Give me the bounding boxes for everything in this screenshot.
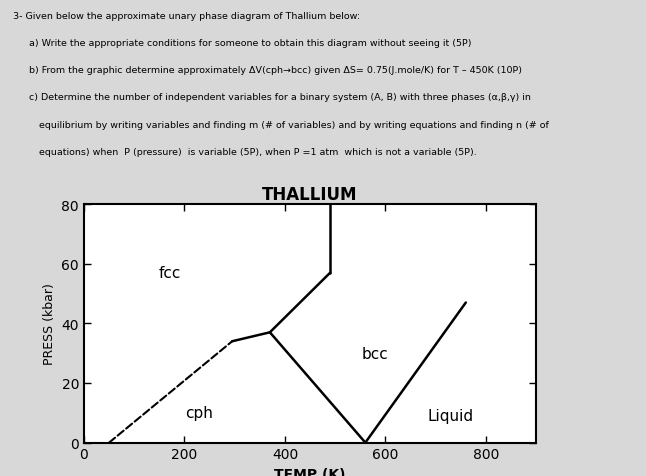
Text: cph: cph: [185, 406, 213, 420]
Text: a) Write the appropriate conditions for someone to obtain this diagram without s: a) Write the appropriate conditions for …: [29, 39, 472, 48]
Text: Liquid: Liquid: [428, 408, 474, 423]
Text: b) From the graphic determine approximately ΔV(cph→bcc) given ΔS= 0.75(J.mole/K): b) From the graphic determine approximat…: [29, 66, 522, 75]
Text: equilibrium by writing variables and finding m (# of variables) and by writing e: equilibrium by writing variables and fin…: [39, 120, 548, 129]
X-axis label: TEMP (K): TEMP (K): [275, 467, 346, 476]
Title: THALLIUM: THALLIUM: [262, 185, 358, 203]
Y-axis label: PRESS (kbar): PRESS (kbar): [43, 283, 56, 365]
Text: c) Determine the number of independent variables for a binary system (A, B) with: c) Determine the number of independent v…: [29, 93, 531, 102]
Text: bcc: bcc: [362, 346, 389, 361]
Text: fcc: fcc: [158, 266, 181, 280]
Text: 3- Given below the approximate unary phase diagram of Thallium below:: 3- Given below the approximate unary pha…: [13, 12, 360, 21]
Text: equations) when  P (pressure)  is variable (5P), when P =1 atm  which is not a v: equations) when P (pressure) is variable…: [39, 148, 477, 157]
